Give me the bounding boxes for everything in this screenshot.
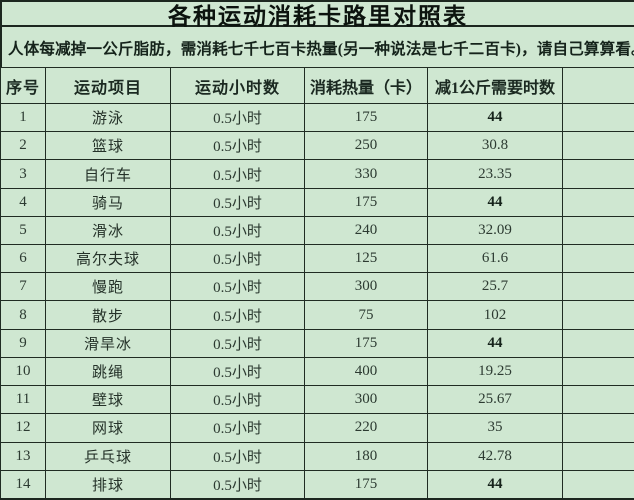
duration-cell: 0.5小时 — [170, 441, 304, 470]
empty-cell — [562, 469, 634, 498]
hours-per-kg-cell: 44 — [427, 103, 562, 132]
duration-cell: 0.5小时 — [170, 215, 304, 245]
hours-per-kg-cell: 23.35 — [427, 159, 562, 188]
row-number-cell: 4 — [0, 187, 45, 216]
hours-per-kg-cell: 25.7 — [427, 272, 562, 301]
activity-cell: 骑马 — [45, 187, 170, 216]
activity-cell: 滑冰 — [45, 215, 170, 245]
calories-cell: 300 — [304, 272, 427, 301]
duration-cell: 0.5小时 — [170, 328, 304, 357]
calories-cell: 175 — [304, 328, 427, 357]
row-number-cell: 6 — [0, 244, 45, 273]
calories-cell: 175 — [304, 187, 427, 216]
header-duration: 运动小时数 — [170, 67, 304, 103]
calories-cell: 300 — [304, 385, 427, 414]
empty-cell — [562, 244, 634, 273]
row-number-cell: 5 — [0, 215, 45, 245]
activity-cell: 网球 — [45, 413, 170, 442]
duration-cell: 0.5小时 — [170, 385, 304, 414]
hours-per-kg-cell: 44 — [427, 469, 562, 498]
empty-cell — [562, 103, 634, 132]
duration-cell: 0.5小时 — [170, 159, 304, 188]
activity-cell: 排球 — [45, 469, 170, 498]
calories-cell: 175 — [304, 469, 427, 498]
hours-per-kg-cell: 32.09 — [427, 215, 562, 245]
empty-cell — [562, 441, 634, 470]
header-no: 序号 — [0, 67, 45, 103]
empty-cell — [562, 272, 634, 301]
header-calories: 消耗热量（卡） — [304, 67, 427, 103]
row-number-cell: 1 — [0, 103, 45, 132]
row-number-cell: 13 — [0, 441, 45, 470]
row-number-cell: 10 — [0, 356, 45, 386]
activity-cell: 自行车 — [45, 159, 170, 188]
duration-cell: 0.5小时 — [170, 469, 304, 498]
empty-cell — [562, 356, 634, 386]
calories-cell: 180 — [304, 441, 427, 470]
hours-per-kg-cell: 35 — [427, 413, 562, 442]
calories-cell: 220 — [304, 413, 427, 442]
duration-cell: 0.5小时 — [170, 131, 304, 160]
calories-cell: 400 — [304, 356, 427, 386]
calories-cell: 75 — [304, 300, 427, 329]
hours-per-kg-cell: 30.8 — [427, 131, 562, 160]
empty-cell — [562, 159, 634, 188]
subtitle-note: 人体每减掉一公斤脂肪，需消耗七千七百卡热量(另一种说法是七千二百卡)，请自己算算… — [0, 27, 634, 67]
row-number-cell: 9 — [0, 328, 45, 357]
calories-cell: 250 — [304, 131, 427, 160]
activity-cell: 滑旱冰 — [45, 328, 170, 357]
duration-cell: 0.5小时 — [170, 300, 304, 329]
duration-cell: 0.5小时 — [170, 103, 304, 132]
hours-per-kg-cell: 102 — [427, 300, 562, 329]
activity-cell: 散步 — [45, 300, 170, 329]
activity-cell: 篮球 — [45, 131, 170, 160]
header-empty — [562, 67, 634, 103]
duration-cell: 0.5小时 — [170, 272, 304, 301]
calorie-table: 序号 运动项目 运动小时数 消耗热量（卡） 减1公斤需要时数 1 游泳 0.5小时 1… — [0, 67, 634, 500]
hours-per-kg-cell: 25.67 — [427, 385, 562, 414]
row-number-cell: 3 — [0, 159, 45, 188]
duration-cell: 0.5小时 — [170, 413, 304, 442]
activity-cell: 高尔夫球 — [45, 244, 170, 273]
row-number-cell: 2 — [0, 131, 45, 160]
activity-cell: 跳绳 — [45, 356, 170, 386]
calories-cell: 125 — [304, 244, 427, 273]
empty-cell — [562, 413, 634, 442]
duration-cell: 0.5小时 — [170, 187, 304, 216]
calories-cell: 240 — [304, 215, 427, 245]
hours-per-kg-cell: 42.78 — [427, 441, 562, 470]
row-number-cell: 11 — [0, 385, 45, 414]
duration-cell: 0.5小时 — [170, 244, 304, 273]
activity-cell: 慢跑 — [45, 272, 170, 301]
row-number-cell: 8 — [0, 300, 45, 329]
header-activity: 运动项目 — [45, 67, 170, 103]
hours-per-kg-cell: 44 — [427, 328, 562, 357]
empty-cell — [562, 131, 634, 160]
row-number-cell: 14 — [0, 469, 45, 498]
row-number-cell: 7 — [0, 272, 45, 301]
hours-per-kg-cell: 61.6 — [427, 244, 562, 273]
empty-cell — [562, 300, 634, 329]
duration-cell: 0.5小时 — [170, 356, 304, 386]
row-number-cell: 12 — [0, 413, 45, 442]
header-hours-per-kg: 减1公斤需要时数 — [427, 67, 562, 103]
activity-cell: 游泳 — [45, 103, 170, 132]
page-title: 各种运动消耗卡路里对照表 — [0, 0, 634, 29]
empty-cell — [562, 215, 634, 245]
hours-per-kg-cell: 19.25 — [427, 356, 562, 386]
empty-cell — [562, 187, 634, 216]
hours-per-kg-cell: 44 — [427, 187, 562, 216]
empty-cell — [562, 385, 634, 414]
empty-cell — [562, 328, 634, 357]
calories-cell: 175 — [304, 103, 427, 132]
activity-cell: 壁球 — [45, 385, 170, 414]
calories-cell: 330 — [304, 159, 427, 188]
activity-cell: 乒乓球 — [45, 441, 170, 470]
